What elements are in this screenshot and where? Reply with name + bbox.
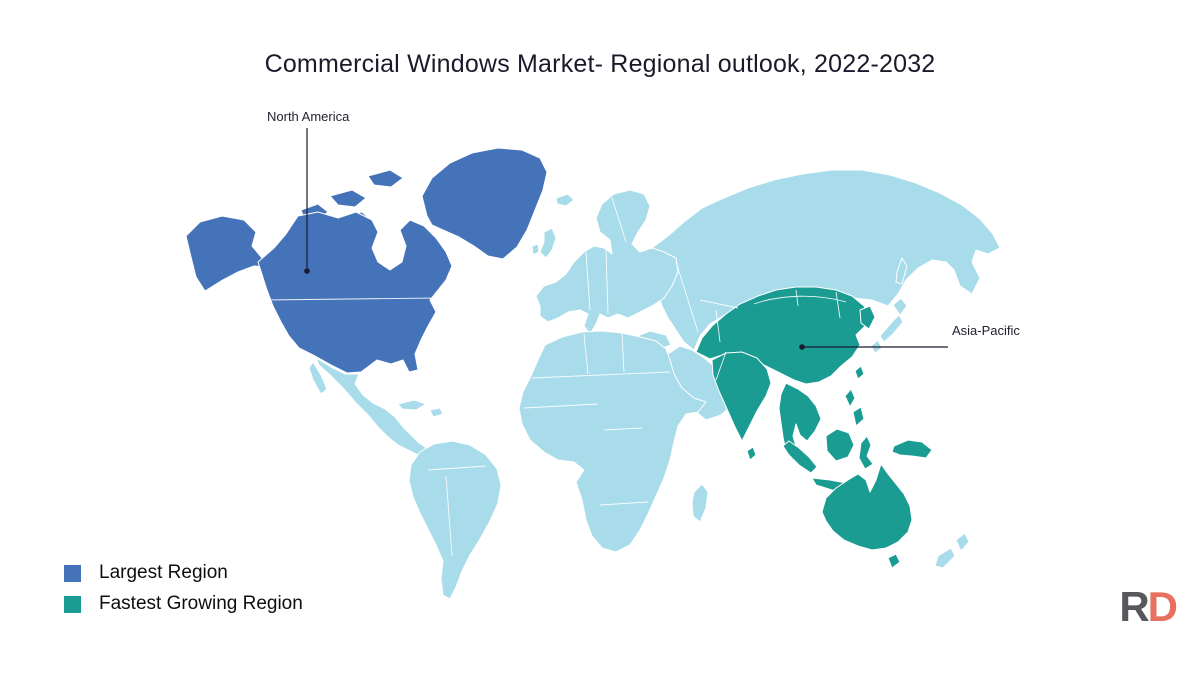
landmass-canada-usa xyxy=(257,211,453,374)
landmass-india xyxy=(711,351,772,442)
landmass-south-america xyxy=(408,440,502,600)
landmass-new-guinea xyxy=(891,439,933,459)
legend-item-fastest: Fastest Growing Region xyxy=(64,593,303,615)
landmass-africa xyxy=(518,330,707,553)
legend-swatch-fastest xyxy=(64,595,81,613)
landmass-japan-honshu xyxy=(879,314,904,343)
legend-swatch-rect-largest xyxy=(64,564,81,582)
landmass-arctic-island-2 xyxy=(367,169,404,188)
landmass-baja-california xyxy=(308,361,328,395)
landmass-mexico-central-america xyxy=(315,357,429,458)
landmass-taiwan xyxy=(854,365,865,380)
legend-label-fastest: Fastest Growing Region xyxy=(99,593,303,614)
legend-swatch-largest xyxy=(64,564,81,582)
annotation-asia-pacific: Asia-Pacific xyxy=(952,323,1020,338)
landmass-greenland xyxy=(421,147,548,260)
region-asia-pacific xyxy=(695,286,933,569)
landmass-europe xyxy=(535,189,679,335)
country-borders xyxy=(263,197,847,557)
landmass-philippines-north xyxy=(844,388,856,408)
landmass-australia xyxy=(821,463,913,551)
landmass-ireland xyxy=(531,243,540,256)
country-border-lines xyxy=(263,197,847,557)
region-north-america xyxy=(185,147,548,374)
logo-letter-r: R xyxy=(1119,583,1149,630)
landmass-uk xyxy=(539,227,557,259)
brand-logo: R D xyxy=(1119,586,1178,628)
legend: Largest Region Fastest Growing Region xyxy=(64,562,303,615)
landmass-arctic-island-1 xyxy=(329,189,367,208)
landmass-sri-lanka xyxy=(746,446,757,461)
landmass-cuba xyxy=(397,399,427,411)
landmass-hispaniola xyxy=(429,407,444,418)
page-title: Commercial Windows Market- Regional outl… xyxy=(264,50,936,78)
legend-label-largest: Largest Region xyxy=(99,562,228,583)
landmass-sumatra xyxy=(782,440,818,474)
landmass-alaska xyxy=(185,215,269,292)
landmass-sakhalin xyxy=(895,257,908,285)
north-america-callout-dot xyxy=(304,268,310,274)
landmass-russia-central-asia xyxy=(649,169,1001,351)
landmass-sulawesi xyxy=(858,435,874,470)
landmass-borneo xyxy=(825,428,855,462)
callouts xyxy=(304,128,948,350)
landmass-tasmania xyxy=(887,553,901,569)
landmass-new-zealand-north xyxy=(955,532,970,552)
landmass-iceland xyxy=(555,193,575,207)
asia-pacific-callout-dot xyxy=(799,344,805,350)
legend-item-largest: Largest Region xyxy=(64,562,303,584)
legend-swatch-rect-fastest xyxy=(64,595,81,613)
landmass-philippines-south xyxy=(852,406,865,427)
region-rest-of-world xyxy=(308,169,1001,600)
landmass-madagascar xyxy=(691,483,709,523)
annotation-north-america: North America xyxy=(267,109,350,124)
landmass-japan-hokkaido xyxy=(892,297,908,316)
landmass-korea xyxy=(859,305,876,330)
landmass-new-zealand-south xyxy=(934,547,956,569)
logo-letter-d: D xyxy=(1147,583,1178,630)
